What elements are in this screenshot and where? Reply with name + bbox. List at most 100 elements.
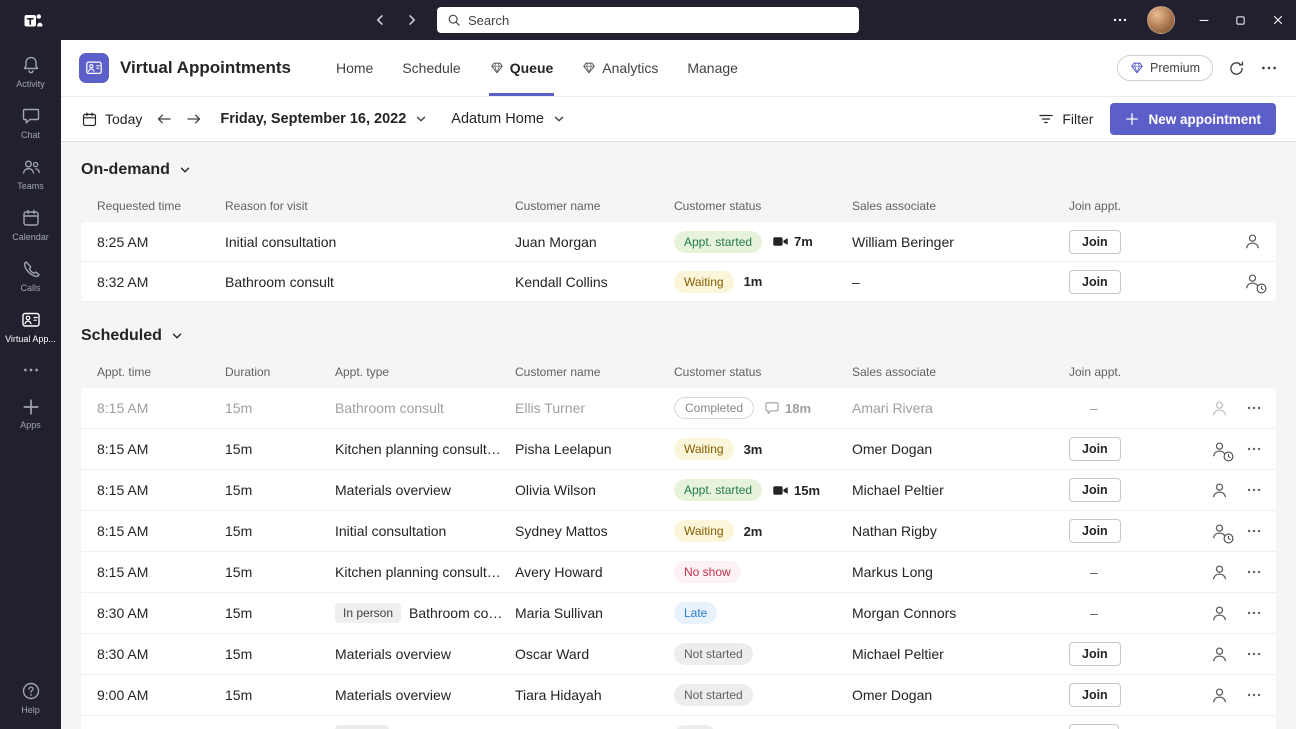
clock-badge-icon	[1256, 283, 1267, 294]
sidebar-item-calendar[interactable]: Calendar	[0, 199, 61, 250]
scheduled-row: 9:00 AM 15m Materials overview Tiara Hid…	[81, 675, 1276, 716]
sidebar-item-teams[interactable]: Teams	[0, 148, 61, 199]
help-icon	[21, 681, 41, 701]
column-header-appt-type: Appt. type	[335, 365, 390, 379]
location-picker[interactable]: Adatum Home	[451, 111, 565, 127]
row-more-button[interactable]	[1246, 482, 1262, 498]
people-icon	[21, 157, 41, 177]
scheduled-row: 8:15 AM 15m Kitchen planning consultatio…	[81, 552, 1276, 593]
teams-logo-icon	[23, 10, 43, 30]
chevron-down-icon	[415, 113, 427, 125]
next-day-button[interactable]	[186, 111, 202, 127]
scheduled-row: 8:15 AM 15m Bathroom consult Ellis Turne…	[81, 388, 1276, 429]
sidebar-item-help[interactable]: Help	[0, 672, 61, 723]
column-header-customer-status: Customer status	[674, 365, 762, 379]
tab-analytics[interactable]: Analytics	[581, 40, 659, 96]
app-tabs: Home Schedule Queue Analytics Manage	[335, 40, 739, 96]
join-button[interactable]	[1069, 724, 1119, 729]
join-button[interactable]: Join	[1069, 229, 1121, 254]
forward-button[interactable]	[400, 6, 424, 34]
no-join-dash: –	[1090, 605, 1098, 621]
sidebar-item-calls[interactable]: Calls	[0, 250, 61, 301]
join-button[interactable]: Join	[1069, 269, 1121, 294]
minimize-button[interactable]	[1185, 0, 1222, 40]
in-person-badge	[335, 724, 389, 729]
join-button[interactable]: Join	[1069, 437, 1121, 461]
status-pill: Appt. started	[674, 230, 763, 253]
status-pill: Not started	[674, 643, 753, 665]
date-picker[interactable]: Friday, September 16, 2022	[220, 111, 427, 127]
person-icon	[1210, 645, 1229, 664]
person-waiting-icon	[1243, 272, 1262, 291]
scheduled-row-partial	[81, 716, 1276, 729]
sidebar-item-chat[interactable]: Chat	[0, 97, 61, 148]
status-pill	[674, 725, 716, 729]
user-avatar[interactable]	[1147, 6, 1175, 34]
scheduled-table: Appt. time Duration Appt. type Customer …	[81, 356, 1276, 729]
tab-manage[interactable]: Manage	[687, 60, 738, 76]
row-more-button[interactable]	[1246, 441, 1262, 457]
premium-gem-icon	[1130, 61, 1144, 75]
person-waiting-icon	[1210, 440, 1229, 459]
premium-gem-icon	[490, 61, 504, 75]
column-header-sales-associate: Sales associate	[852, 199, 937, 213]
titlebar-more-button[interactable]	[1103, 0, 1137, 40]
header-more-button[interactable]	[1260, 59, 1278, 77]
sidebar-spacer	[0, 439, 61, 672]
app-header: Virtual Appointments Home Schedule Queue…	[61, 40, 1296, 97]
row-more-button[interactable]	[1246, 400, 1262, 416]
previous-day-button[interactable]	[156, 111, 172, 127]
person-waiting-icon	[1210, 522, 1229, 541]
today-button[interactable]: Today	[81, 111, 142, 128]
chevron-down-icon	[171, 330, 183, 342]
scheduled-section-header[interactable]: Scheduled	[81, 322, 1276, 350]
refresh-button[interactable]	[1228, 60, 1245, 77]
sidebar-item-apps[interactable]: Apps	[0, 388, 61, 439]
close-button[interactable]	[1259, 0, 1296, 40]
chevron-down-icon	[553, 113, 565, 125]
scheduled-row: 8:15 AM 15m Kitchen planning consultatio…	[81, 429, 1276, 470]
more-icon	[22, 361, 40, 379]
new-appointment-button[interactable]: New appointment	[1110, 103, 1276, 135]
row-more-button[interactable]	[1246, 605, 1262, 621]
row-more-button[interactable]	[1246, 523, 1262, 539]
scheduled-row: 8:30 AM 15m Materials overview Oscar War…	[81, 634, 1276, 675]
filter-icon	[1038, 111, 1054, 127]
scheduled-table-header: Appt. time Duration Appt. type Customer …	[81, 356, 1276, 388]
on-demand-row: 8:25 AM Initial consultation Juan Morgan…	[81, 222, 1276, 262]
status-pill: Appt. started	[674, 479, 763, 501]
join-button[interactable]: Join	[1069, 683, 1121, 707]
person-icon	[1210, 563, 1229, 582]
sidebar-item-activity[interactable]: Activity	[0, 46, 61, 97]
premium-button[interactable]: Premium	[1116, 55, 1213, 81]
plus-icon	[22, 398, 40, 416]
on-demand-table: Requested time Reason for visit Customer…	[81, 190, 1276, 302]
queue-content: On-demand Requested time Reason for visi…	[61, 142, 1296, 729]
column-header-reason: Reason for visit	[225, 199, 308, 213]
join-button[interactable]: Join	[1069, 478, 1121, 502]
row-more-button[interactable]	[1246, 646, 1262, 662]
join-button[interactable]: Join	[1069, 642, 1121, 666]
on-demand-section-header[interactable]: On-demand	[81, 156, 1276, 184]
join-button[interactable]: Join	[1069, 519, 1121, 543]
maximize-button[interactable]	[1222, 0, 1259, 40]
row-more-button[interactable]	[1246, 564, 1262, 580]
tab-schedule[interactable]: Schedule	[402, 60, 461, 76]
search-bar[interactable]: Search	[437, 7, 859, 33]
row-more-button[interactable]	[1246, 687, 1262, 703]
person-icon	[1210, 686, 1229, 705]
column-header-customer-status: Customer status	[674, 199, 762, 213]
back-button[interactable]	[368, 6, 392, 34]
status-pill: Completed	[674, 397, 755, 419]
premium-gem-icon	[582, 61, 596, 75]
search-placeholder: Search	[468, 12, 510, 28]
tab-queue[interactable]: Queue	[488, 40, 555, 96]
camera-icon	[772, 233, 789, 250]
sidebar-item-virtual-appointments[interactable]: Virtual App...	[0, 301, 61, 352]
column-header-requested-time: Requested time	[97, 199, 182, 213]
scheduled-row: 8:15 AM 15m Materials overview Olivia Wi…	[81, 470, 1276, 511]
sidebar-more-button[interactable]	[0, 352, 61, 388]
filter-button[interactable]: Filter	[1038, 111, 1093, 127]
tab-home[interactable]: Home	[335, 60, 374, 76]
